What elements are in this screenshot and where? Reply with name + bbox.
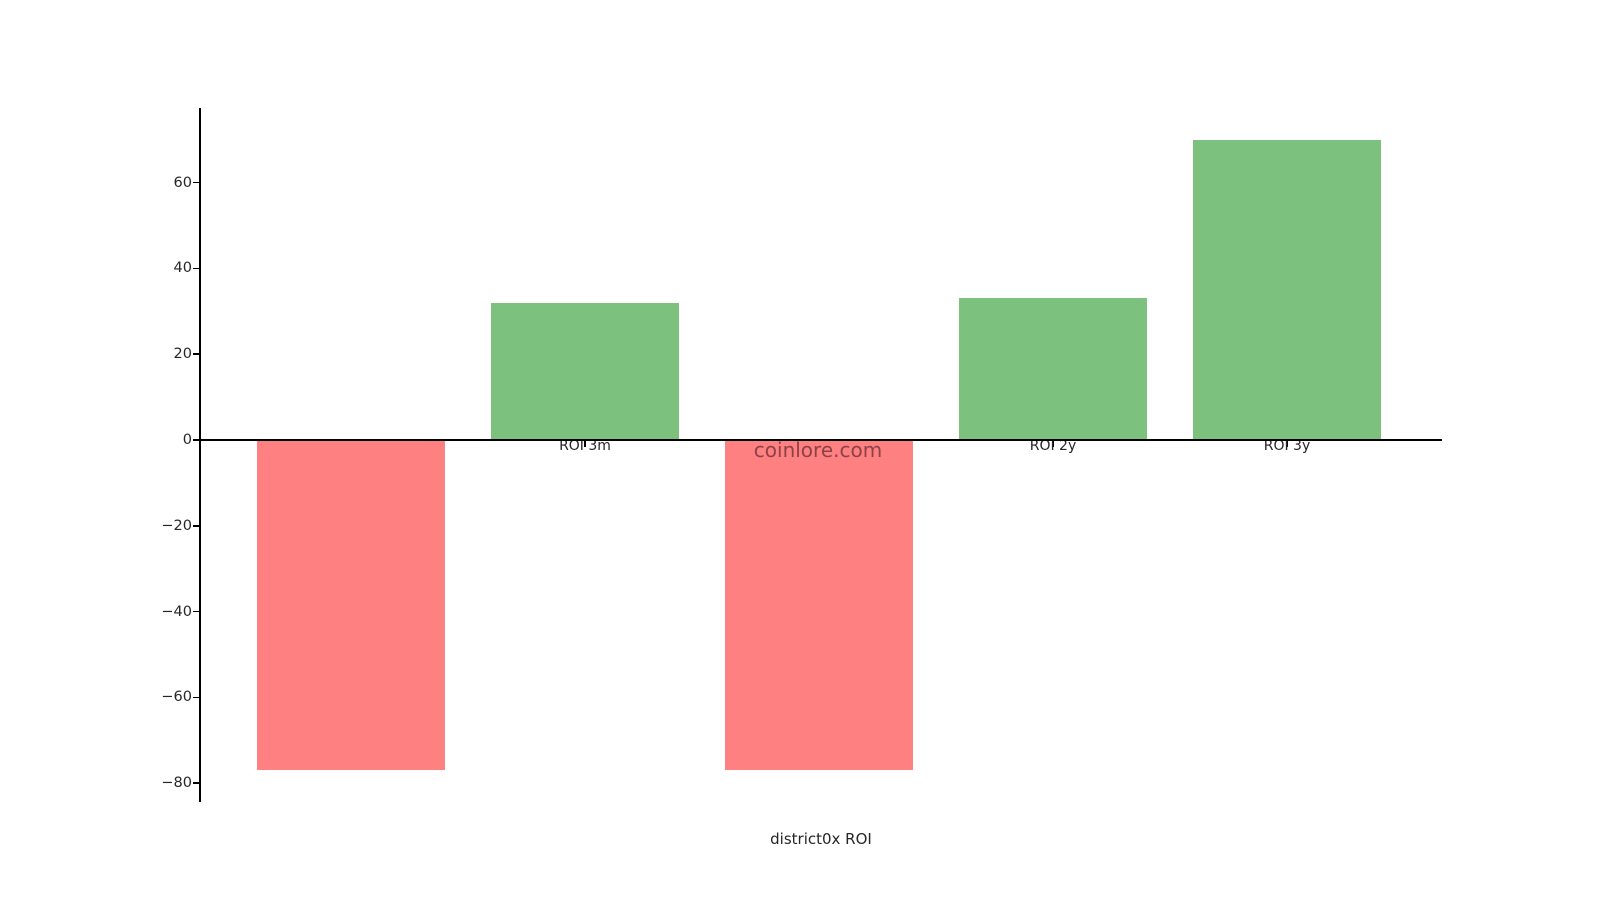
x-tick-mark: [584, 440, 586, 447]
y-tick-label: 60: [173, 174, 192, 191]
y-tick-label: −40: [161, 603, 192, 620]
y-tick-mark: [193, 267, 200, 270]
y-tick-mark: [193, 782, 200, 784]
y-tick-label: −60: [161, 689, 192, 706]
y-tick-label: 0: [182, 432, 192, 448]
y-tick-mark: [193, 610, 200, 613]
x-tick-label: ROI 3y: [1263, 438, 1311, 454]
y-tick-label: −20: [161, 517, 192, 534]
x-tick-label: ROI 3m: [559, 438, 611, 454]
y-tick-mark: [193, 525, 200, 527]
x-tick-mark: [1052, 440, 1054, 447]
watermark: coinlore.com: [753, 438, 883, 462]
y-tick-label: −80: [161, 775, 192, 792]
y-tick-mark: [193, 439, 200, 441]
x-tick-mark: [1286, 440, 1288, 447]
x-axis-zero-line: [199, 439, 1443, 441]
bar-5: [1193, 139, 1381, 440]
bar-4: [959, 298, 1147, 440]
bar-2: [491, 302, 679, 440]
bar-1: [257, 440, 445, 771]
y-axis-line: [199, 108, 201, 802]
y-tick-mark: [193, 181, 200, 184]
y-tick-label: 40: [173, 260, 192, 277]
y-tick-mark: [193, 353, 200, 355]
y-tick-label: 20: [173, 346, 192, 363]
chart-xlabel: district0x ROI: [770, 830, 872, 848]
bar-3: [725, 440, 913, 771]
y-tick-mark: [193, 696, 200, 699]
x-tick-label: ROI 2y: [1029, 438, 1077, 454]
